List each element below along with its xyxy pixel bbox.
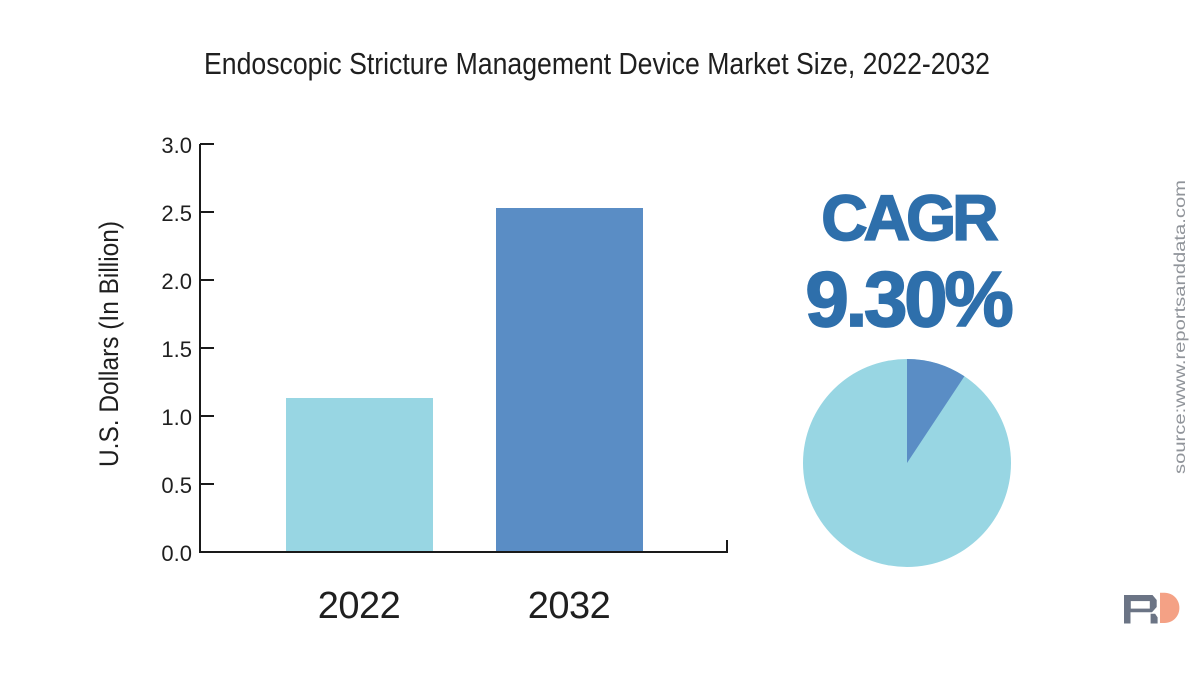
svg-text:2.0: 2.0 bbox=[161, 269, 192, 294]
svg-text:1.5: 1.5 bbox=[161, 337, 192, 362]
svg-text:U.S. Dollars (In Billion): U.S. Dollars (In Billion) bbox=[94, 221, 124, 467]
svg-text:0.5: 0.5 bbox=[161, 473, 192, 498]
svg-text:2.5: 2.5 bbox=[161, 201, 192, 226]
svg-text:source:www.reportsanddata.com: source:www.reportsanddata.com bbox=[1172, 180, 1189, 474]
svg-text:Endoscopic Stricture Managemen: Endoscopic Stricture Management Device M… bbox=[204, 46, 990, 81]
svg-text:1.0: 1.0 bbox=[161, 405, 192, 430]
svg-text:0.0: 0.0 bbox=[161, 541, 192, 566]
svg-text:CAGR: CAGR bbox=[821, 182, 997, 254]
svg-text:9.30%: 9.30% bbox=[805, 255, 1012, 343]
svg-text:2032: 2032 bbox=[528, 585, 611, 627]
svg-text:2022: 2022 bbox=[318, 585, 401, 627]
svg-text:3.0: 3.0 bbox=[161, 133, 192, 158]
